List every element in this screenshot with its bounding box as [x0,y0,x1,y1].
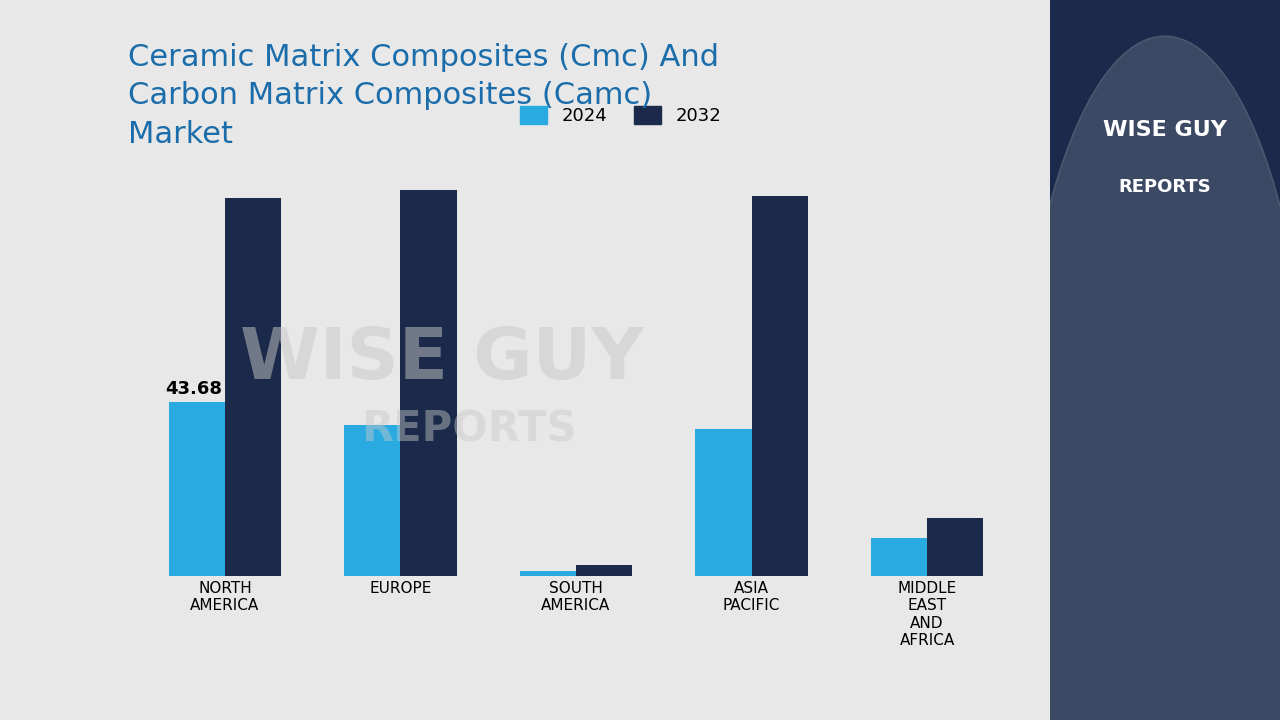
Bar [520,571,576,576]
Text: WISE GUY: WISE GUY [239,325,644,395]
Bar [927,518,983,576]
Legend: 2024, 2032: 2024, 2032 [511,97,731,134]
Bar [695,429,751,576]
Text: 43.68: 43.68 [165,380,221,398]
Bar [225,198,282,576]
Circle shape [1015,36,1280,720]
Bar [401,190,457,576]
Bar [344,425,401,576]
Bar [751,197,808,576]
Text: Ceramic Matrix Composites (Cmc) And
Carbon Matrix Composites (Camc)
Market: Ceramic Matrix Composites (Cmc) And Carb… [128,43,719,148]
Text: REPORTS: REPORTS [361,408,576,450]
Text: REPORTS: REPORTS [1119,179,1211,197]
Bar [576,565,632,576]
Text: WISE GUY: WISE GUY [1103,120,1226,140]
Bar [169,402,225,576]
Bar [870,539,927,576]
